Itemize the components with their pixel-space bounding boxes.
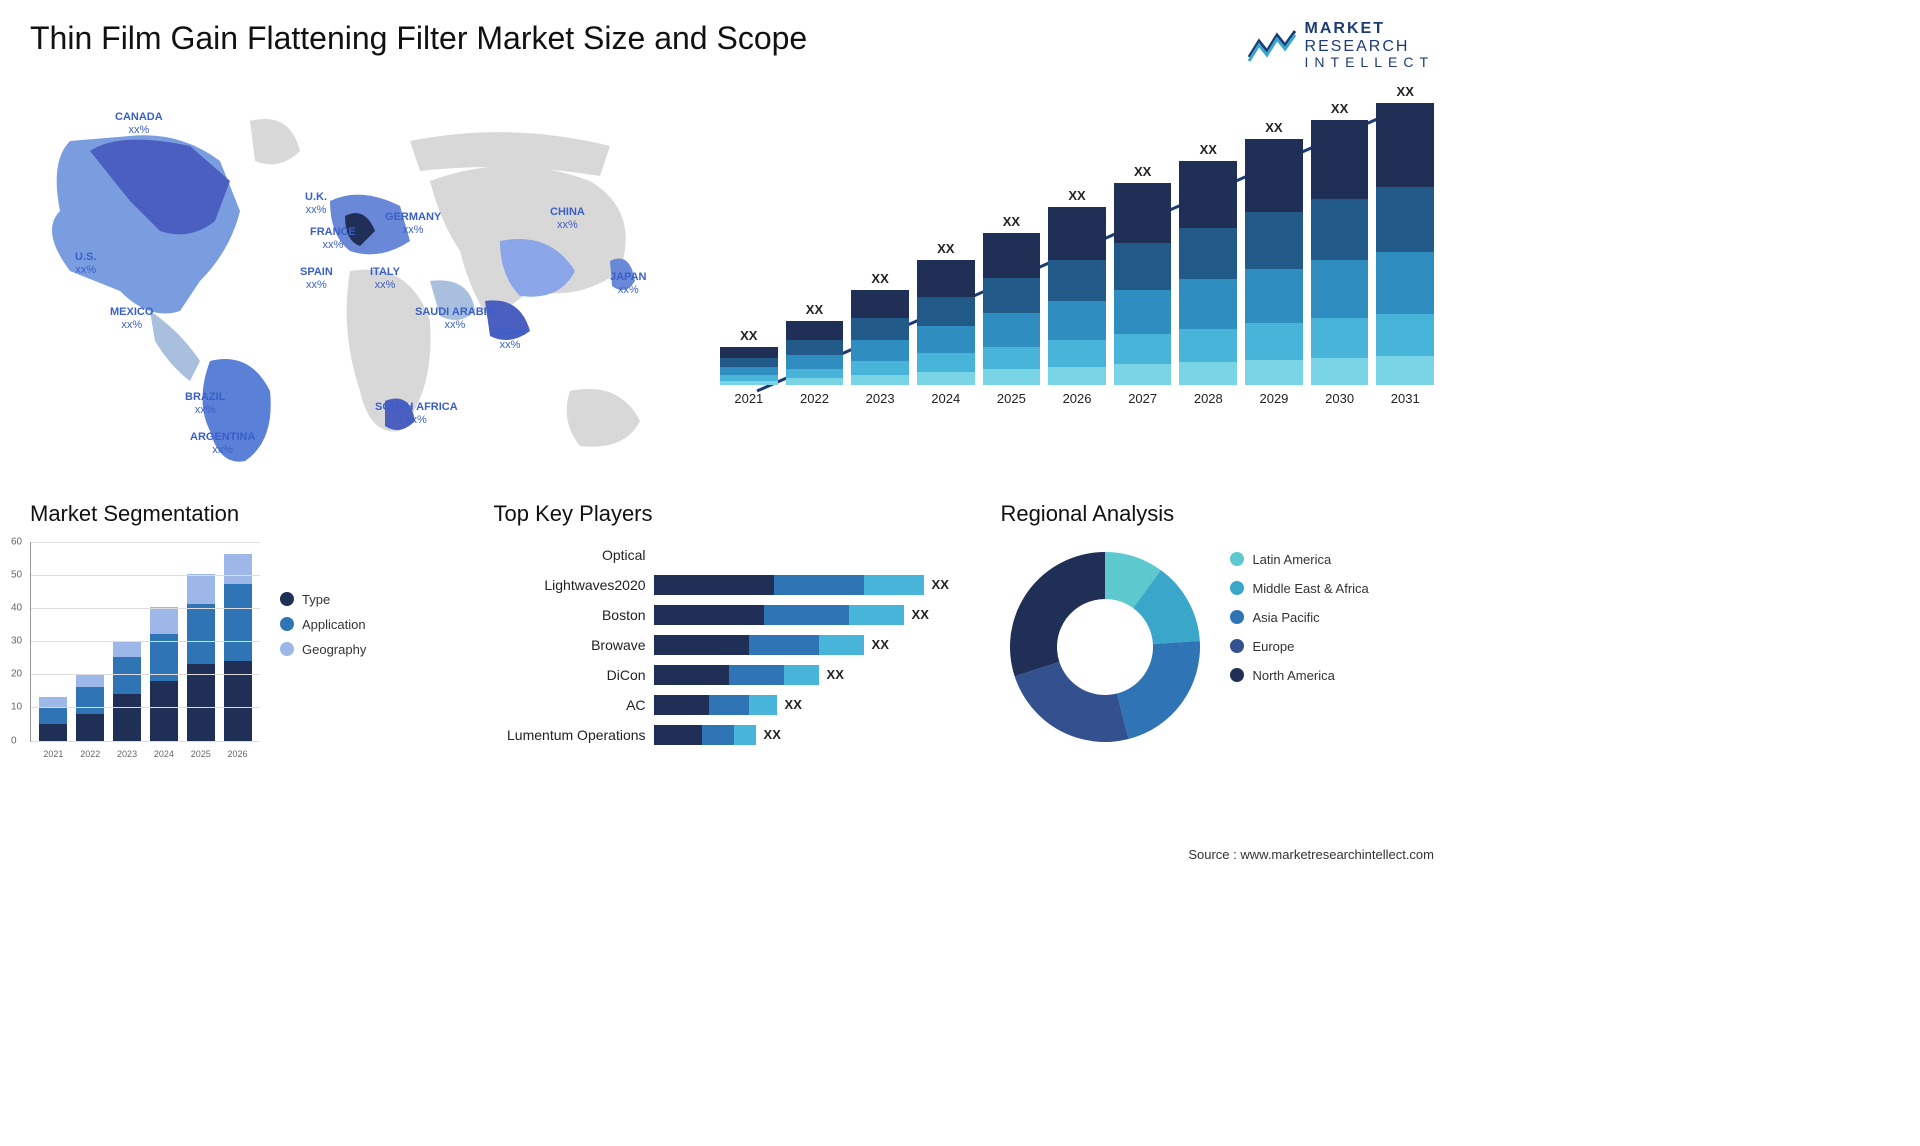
bar-year-label: 2027: [1128, 391, 1157, 406]
map-label: FRANCExx%: [310, 226, 356, 252]
map-label: U.S.xx%: [75, 251, 96, 277]
bar-group: XX 2030: [1311, 101, 1369, 406]
segmentation-legend: Type Application Geography: [280, 542, 366, 762]
legend-item: Europe: [1230, 639, 1368, 654]
bar-group: XX 2022: [786, 302, 844, 406]
map-label: SPAINxx%: [300, 266, 333, 292]
seg-bar: [224, 554, 252, 741]
player-row: Optical: [494, 542, 971, 568]
map-label: CANADAxx%: [115, 111, 163, 137]
donut-slice: [1117, 641, 1200, 739]
bar-year-label: 2024: [931, 391, 960, 406]
logo: MARKET RESEARCH INTELLECT: [1247, 20, 1434, 71]
bar-year-label: 2028: [1194, 391, 1223, 406]
regional-panel: Regional Analysis Latin America Middle Ea…: [1000, 501, 1434, 762]
bar-value-label: XX: [1134, 164, 1151, 179]
source-text: Source : www.marketresearchintellect.com: [1188, 847, 1434, 862]
bar-value-label: XX: [1068, 188, 1085, 203]
bar-year-label: 2031: [1391, 391, 1420, 406]
bar-group: XX 2029: [1245, 120, 1303, 406]
bar-year-label: 2023: [866, 391, 895, 406]
regional-title: Regional Analysis: [1000, 501, 1434, 527]
player-row: Lightwaves2020XX: [494, 572, 971, 598]
players-list: Optical Lightwaves2020XX BostonXX BrowaveXX…: [494, 542, 971, 748]
legend-item: Geography: [280, 642, 366, 657]
legend-item: Latin America: [1230, 552, 1368, 567]
bar-year-label: 2025: [997, 391, 1026, 406]
bar-group: XX 2025: [983, 214, 1041, 406]
players-title: Top Key Players: [494, 501, 971, 527]
map-svg: [30, 91, 680, 471]
bar-group: XX 2023: [851, 271, 909, 406]
segmentation-title: Market Segmentation: [30, 501, 464, 527]
bar-value-label: XX: [740, 328, 757, 343]
regional-legend: Latin America Middle East & Africa Asia Pa…: [1230, 542, 1368, 752]
bar-year-label: 2021: [734, 391, 763, 406]
player-row: ACXX: [494, 692, 971, 718]
seg-bar: [39, 697, 67, 740]
main-bar-chart: XX 2021 XX 2022 XX 2023 XX 2024 XX 2025 XX 2026 XX 20…: [720, 91, 1434, 471]
bar-group: XX 2024: [917, 241, 975, 406]
bar-value-label: XX: [806, 302, 823, 317]
logo-text-2: RESEARCH: [1305, 38, 1434, 56]
bar-year-label: 2029: [1259, 391, 1288, 406]
logo-text-3: INTELLECT: [1305, 55, 1434, 70]
donut-slice: [1010, 552, 1105, 676]
map-label: MEXICOxx%: [110, 306, 153, 332]
map-label: SAUDI ARABIAxx%: [415, 306, 495, 332]
segmentation-panel: Market Segmentation 20212022202320242025…: [30, 501, 464, 762]
player-row: Lumentum OperationsXX: [494, 722, 971, 748]
map-label: BRAZILxx%: [185, 391, 225, 417]
player-row: BrowaveXX: [494, 632, 971, 658]
map-label: ARGENTINAxx%: [190, 431, 255, 457]
regional-donut: [1000, 542, 1210, 752]
seg-bar: [113, 641, 141, 741]
bar-value-label: XX: [1397, 84, 1414, 99]
seg-bar: [187, 574, 215, 741]
bar-group: XX 2027: [1114, 164, 1172, 406]
map-label: CHINAxx%: [550, 206, 585, 232]
world-map: CANADAxx% U.S.xx% MEXICOxx% BRAZILxx% ARGENT…: [30, 91, 680, 471]
legend-item: Asia Pacific: [1230, 610, 1368, 625]
bar-group: XX 2031: [1376, 84, 1434, 406]
bar-group: XX 2026: [1048, 188, 1106, 406]
segmentation-chart: 202120222023202420252026 0102030405060: [30, 542, 260, 742]
legend-item: Middle East & Africa: [1230, 581, 1368, 596]
bar-value-label: XX: [1003, 214, 1020, 229]
player-row: BostonXX: [494, 602, 971, 628]
bar-year-label: 2030: [1325, 391, 1354, 406]
bar-value-label: XX: [1265, 120, 1282, 135]
player-row: DiConXX: [494, 662, 971, 688]
bar-year-label: 2026: [1063, 391, 1092, 406]
logo-text-1: MARKET: [1305, 20, 1434, 38]
bar-year-label: 2022: [800, 391, 829, 406]
map-label: ITALYxx%: [370, 266, 400, 292]
map-label: INDIAxx%: [495, 326, 525, 352]
map-label: JAPANxx%: [610, 271, 646, 297]
bar-value-label: XX: [871, 271, 888, 286]
bar-group: XX 2021: [720, 328, 778, 406]
donut-slice: [1015, 661, 1129, 741]
map-label: GERMANYxx%: [385, 211, 441, 237]
bar-group: XX 2028: [1179, 142, 1237, 406]
legend-item: North America: [1230, 668, 1368, 683]
logo-icon: [1247, 27, 1297, 63]
bar-value-label: XX: [1200, 142, 1217, 157]
players-panel: Top Key Players Optical Lightwaves2020XX B…: [494, 501, 971, 762]
page-title: Thin Film Gain Flattening Filter Market …: [30, 20, 807, 57]
legend-item: Type: [280, 592, 366, 607]
map-label: U.K.xx%: [305, 191, 327, 217]
legend-item: Application: [280, 617, 366, 632]
bar-value-label: XX: [1331, 101, 1348, 116]
bar-value-label: XX: [937, 241, 954, 256]
map-label: SOUTH AFRICAxx%: [375, 401, 458, 427]
